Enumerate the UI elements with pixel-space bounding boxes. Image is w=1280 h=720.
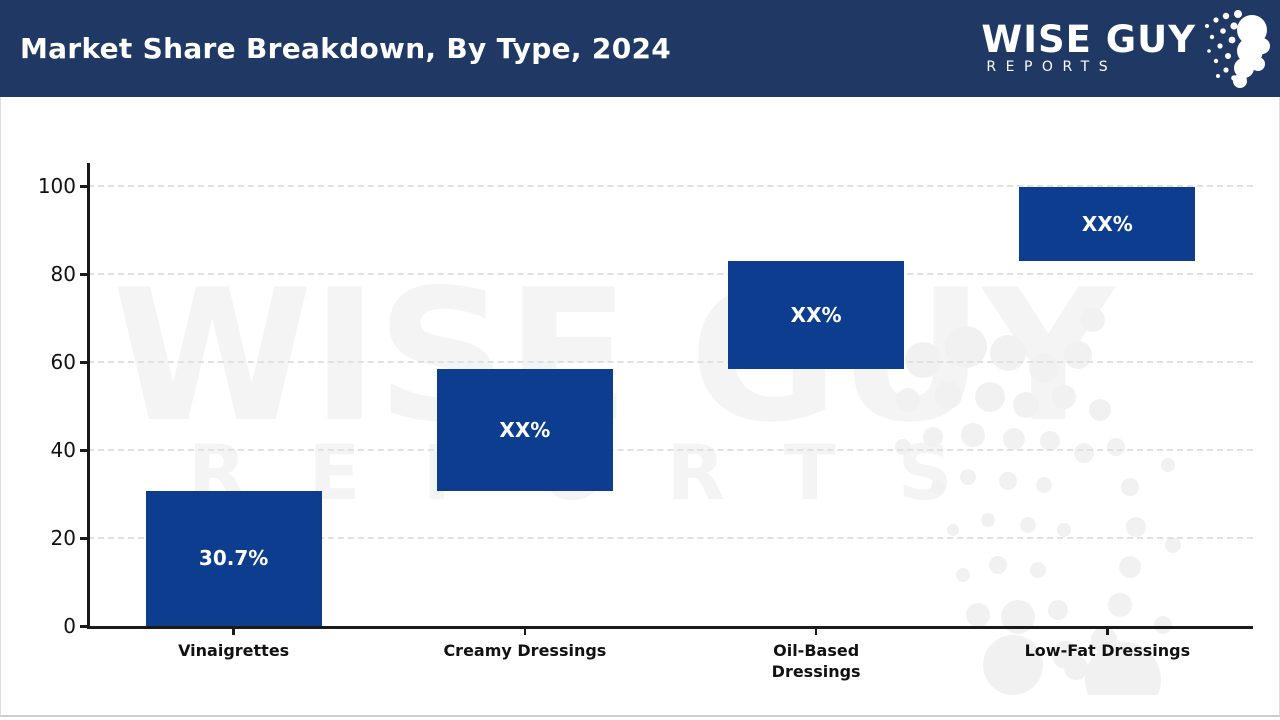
- gridline-20: [88, 537, 1253, 539]
- x-tick-3: [1106, 629, 1109, 635]
- y-tick-20: [80, 537, 89, 540]
- y-axis-spine: [87, 163, 90, 629]
- y-tick-80: [80, 273, 89, 276]
- y-tick-label-60: 60: [50, 350, 76, 374]
- bottom-divider: [0, 715, 1280, 717]
- y-tick-label-40: 40: [50, 438, 76, 462]
- gridline-60: [88, 361, 1253, 363]
- x-label-vinaigrettes: Vinaigrettes: [178, 641, 290, 660]
- y-tick-100: [80, 185, 89, 188]
- x-tick-2: [814, 629, 818, 635]
- bar-value-label: XX%: [790, 303, 842, 328]
- logo-wiseguy-text: WISE GUY: [981, 17, 1196, 61]
- x-label-oil-based-dressings: Oil-Based Dressings: [771, 641, 861, 681]
- y-tick-0: [80, 625, 89, 628]
- y-tick-label-100: 100: [37, 174, 76, 198]
- bar-value-label: XX%: [499, 417, 551, 442]
- bar-value-label: 30.7%: [198, 546, 269, 571]
- x-label-low-fat-dressings: Low-Fat Dressings: [1024, 641, 1191, 660]
- x-axis-spine: [87, 626, 1253, 629]
- bar-value-label: XX%: [1081, 212, 1133, 237]
- y-tick-60: [80, 361, 89, 364]
- gridline-40: [88, 449, 1253, 451]
- x-label-creamy-dressings: Creamy Dressings: [443, 641, 607, 660]
- logo-reports-text: REPORTS: [986, 59, 1118, 76]
- bar-oil-based-dressings: XX%: [728, 261, 905, 370]
- x-tick-1: [523, 629, 527, 635]
- y-tick-40: [80, 449, 89, 452]
- y-tick-label-20: 20: [50, 526, 76, 550]
- gridline-80: [88, 273, 1253, 275]
- brand-logo: WISE GUY REPORTS: [981, 6, 1272, 90]
- x-tick-0: [232, 629, 235, 635]
- gridline-100: [88, 185, 1253, 187]
- y-tick-label-0: 0: [63, 614, 76, 638]
- bar-vinaigrettes: 30.7%: [145, 490, 322, 626]
- bar-low-fat-dressings: XX%: [1019, 186, 1196, 262]
- y-tick-label-80: 80: [50, 262, 76, 286]
- header-bar: Market Share Breakdown, By Type, 2024 WI…: [0, 0, 1280, 97]
- logo-face-dots-icon: [1205, 10, 1270, 88]
- chart-title: Market Share Breakdown, By Type, 2024: [20, 32, 672, 65]
- left-edge-hairline: [0, 97, 1, 717]
- bar-creamy-dressings: XX%: [436, 369, 613, 491]
